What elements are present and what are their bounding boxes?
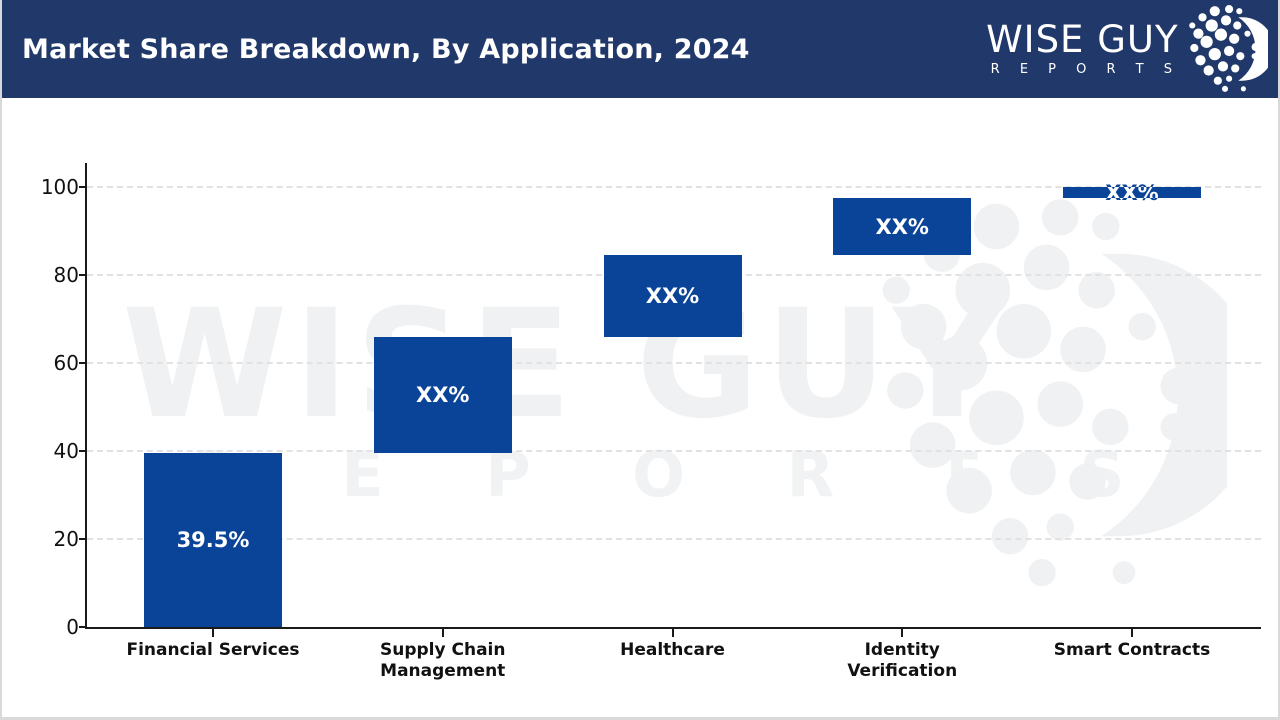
y-tick-label: 0 <box>66 615 79 639</box>
y-axis-spine <box>85 163 87 629</box>
x-tick-label: Smart Contracts <box>1017 640 1247 661</box>
y-tick <box>79 362 87 364</box>
x-tick-label: Financial Services <box>98 640 328 661</box>
bar: XX% <box>833 198 972 256</box>
bar-value-label: XX% <box>416 382 470 407</box>
y-tick <box>79 538 87 540</box>
x-tick <box>441 629 444 637</box>
x-tick-label: Identity Verification <box>787 640 1017 682</box>
y-tick-label: 100 <box>40 175 79 199</box>
x-tick-label-line: Financial Services <box>126 640 300 660</box>
watermark-text-1: WISE GUY <box>122 278 1008 452</box>
watermark-text-2: R E P O R T S <box>192 438 1165 511</box>
gridline <box>87 538 1261 540</box>
bar: XX% <box>373 336 512 454</box>
y-tick <box>79 626 87 628</box>
y-tick-label: 60 <box>53 351 79 375</box>
bar-value-label: XX% <box>1105 187 1158 198</box>
y-tick <box>79 450 87 452</box>
logo-text: WISE GUY R E P O R T S <box>985 20 1180 78</box>
x-tick <box>212 629 214 637</box>
y-tick <box>79 274 87 276</box>
bar: 39.5% <box>144 453 282 627</box>
y-tick <box>79 186 87 188</box>
header: Market Share Breakdown, By Application, … <box>2 0 1278 98</box>
x-tick-label-line: Identity <box>864 640 940 660</box>
bar-value-label: XX% <box>875 214 929 239</box>
bar-value-label: 39.5% <box>176 528 250 553</box>
gridline <box>87 450 1261 452</box>
logo-wordmark: WISE GUY <box>986 18 1179 61</box>
x-tick <box>1131 629 1133 637</box>
x-tick-label-line: Verification <box>847 661 958 681</box>
wise-guy-logo: WISE GUY R E P O R T S <box>985 3 1268 95</box>
x-tick-label: Healthcare <box>558 640 788 661</box>
x-tick-label: Supply Chain Management <box>328 640 558 682</box>
x-tick <box>901 629 904 637</box>
y-tick-label: 40 <box>53 439 79 463</box>
x-tick-label-line: Smart Contracts <box>1053 640 1211 660</box>
page-title: Market Share Breakdown, By Application, … <box>22 33 750 65</box>
x-tick-label-line: Healthcare <box>620 640 725 660</box>
x-tick-label-line: Management <box>380 661 506 681</box>
y-tick-label: 20 <box>53 527 79 551</box>
gridline <box>87 186 1261 188</box>
logo-subtitle: R E P O R T S <box>990 62 1180 77</box>
bar-value-label: XX% <box>645 283 700 308</box>
logo-dotted-head-icon <box>1189 5 1268 92</box>
y-tick-label: 80 <box>53 263 79 287</box>
gridline <box>87 362 1261 364</box>
bar: XX% <box>1063 187 1201 198</box>
x-axis-spine <box>85 627 1261 629</box>
x-tick <box>671 629 674 637</box>
bar: XX% <box>603 255 742 337</box>
x-tick-label-line: Supply Chain <box>380 640 506 660</box>
